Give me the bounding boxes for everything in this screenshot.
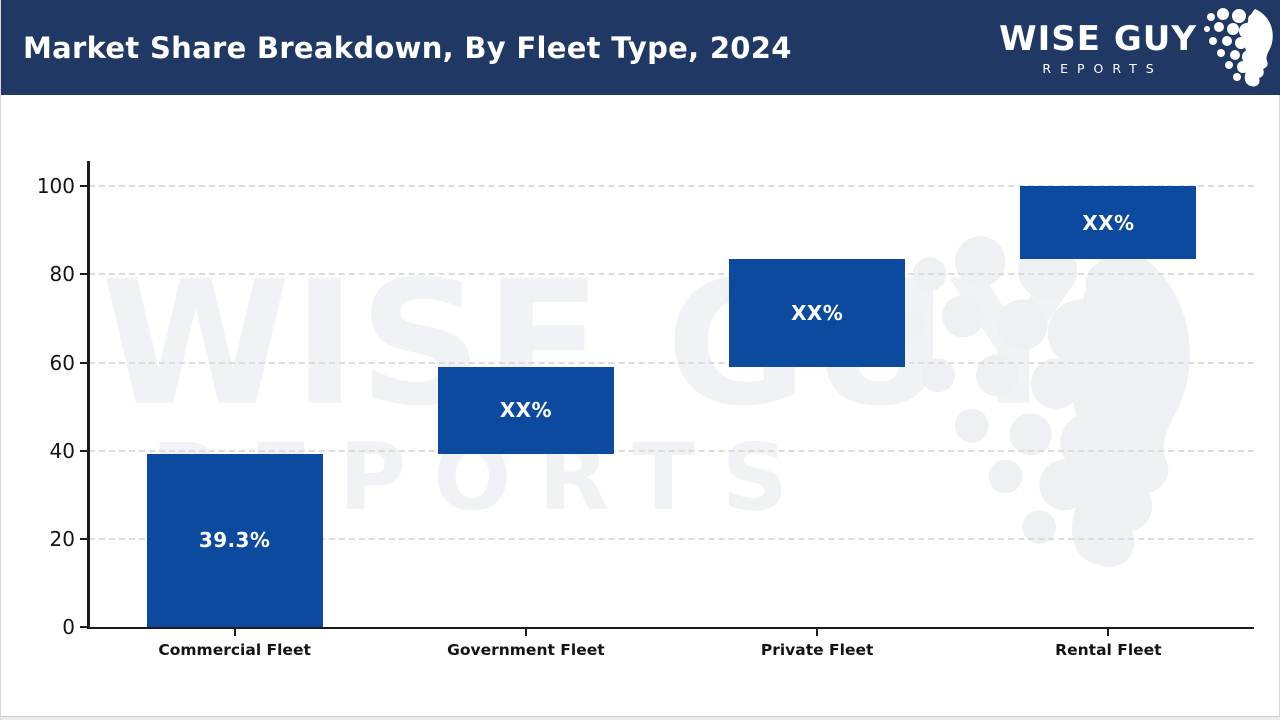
x-axis-tick <box>524 629 527 636</box>
gridline <box>89 273 1254 276</box>
logo-text: WISE GUY REPORTS <box>999 19 1197 76</box>
x-tick-label: Rental Fleet <box>1055 641 1162 659</box>
gridline <box>89 361 1254 364</box>
gridline <box>89 185 1254 188</box>
bar-value-label: XX% <box>791 301 844 326</box>
y-tick-label: 20 <box>49 526 75 551</box>
y-axis-tick <box>80 185 87 188</box>
x-tick-label: Government Fleet <box>447 641 605 659</box>
y-tick-label: 100 <box>36 174 75 199</box>
gridline <box>89 537 1254 540</box>
page-title: Market Share Breakdown, By Fleet Type, 2… <box>23 30 792 65</box>
logo-wordmark: WISE GUY <box>999 19 1197 60</box>
x-axis-spine <box>87 626 1254 629</box>
y-axis-spine <box>87 161 90 629</box>
y-tick-label: 0 <box>62 615 75 639</box>
y-axis-tick <box>80 361 87 364</box>
wise-guy-logo: WISE GUY REPORTS <box>999 7 1273 91</box>
bar-value-label: XX% <box>1082 210 1135 235</box>
x-axis-tick <box>816 629 819 636</box>
watermark-dotted-head-icon <box>879 232 1191 590</box>
y-axis-tick <box>80 449 87 452</box>
bottom-divider <box>1 716 1280 717</box>
y-axis-tick <box>80 537 87 540</box>
y-tick-label: 80 <box>49 262 75 287</box>
x-tick-label: Commercial Fleet <box>158 641 311 659</box>
gridline <box>89 449 1254 452</box>
y-tick-label: 60 <box>49 350 75 375</box>
dotted-head-icon <box>1199 7 1273 91</box>
bar-commercial-fleet: 39.3% <box>146 453 323 627</box>
bar-value-label: XX% <box>499 398 552 423</box>
bottom-edge-band <box>1 717 1280 720</box>
bar-government-fleet: XX% <box>437 366 614 454</box>
y-axis-tick <box>80 273 87 276</box>
logo-subtitle: REPORTS <box>1042 60 1163 76</box>
bar-rental-fleet: XX% <box>1020 186 1197 260</box>
y-axis-tick <box>80 626 87 628</box>
bar-value-label: 39.3% <box>198 528 271 553</box>
bar-private-fleet: XX% <box>729 259 906 367</box>
x-tick-label: Private Fleet <box>760 641 874 659</box>
y-tick-label: 40 <box>49 438 75 463</box>
x-axis-tick <box>233 629 236 636</box>
header-bar: Market Share Breakdown, By Fleet Type, 2… <box>1 0 1280 95</box>
x-axis-tick <box>1107 629 1110 636</box>
